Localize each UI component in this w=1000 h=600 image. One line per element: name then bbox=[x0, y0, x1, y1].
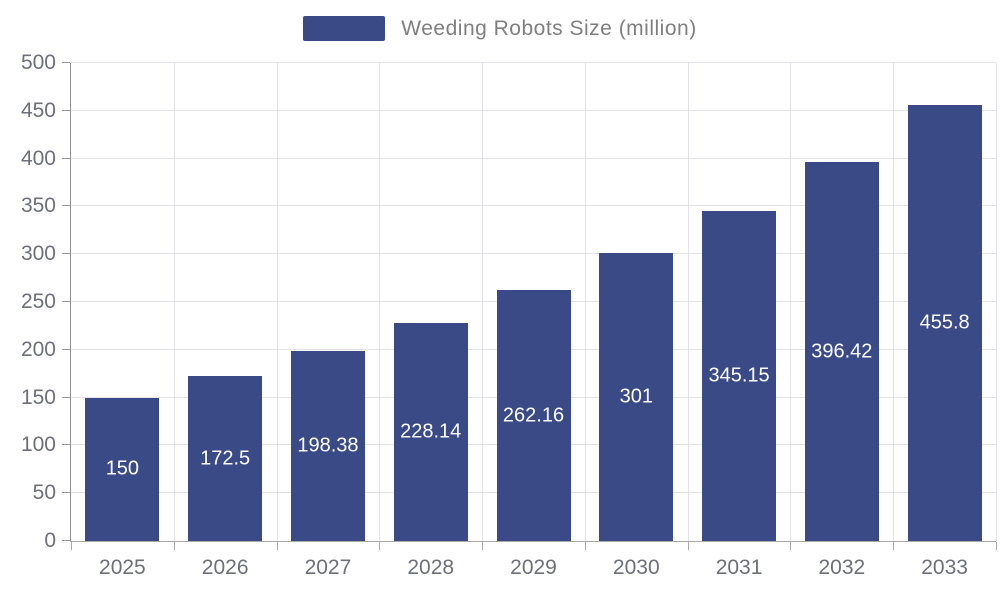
x-axis-label: 2031 bbox=[715, 556, 763, 579]
y-axis-label: 200 bbox=[20, 337, 56, 361]
y-axis-label: 250 bbox=[20, 290, 56, 313]
x-axis-tick bbox=[173, 542, 175, 550]
gridline-horizontal bbox=[71, 109, 996, 111]
y-axis-label: 400 bbox=[20, 146, 56, 170]
x-axis-tick bbox=[71, 542, 72, 550]
bar-2029[interactable]: 262.16 bbox=[496, 290, 571, 541]
gridline-vertical bbox=[996, 63, 997, 541]
y-axis-label: 350 bbox=[20, 194, 56, 218]
y-axis-label: 0 bbox=[44, 529, 56, 552]
x-axis-label: 2030 bbox=[612, 556, 660, 579]
x-axis-tick bbox=[893, 542, 895, 550]
bar-2031[interactable]: 345.15 bbox=[702, 211, 777, 541]
gridline-horizontal bbox=[71, 62, 996, 63]
x-axis-tick bbox=[379, 542, 381, 550]
legend-swatch bbox=[303, 16, 386, 41]
x-axis-tick bbox=[482, 542, 484, 550]
gridline-horizontal bbox=[71, 205, 996, 207]
gridline-vertical bbox=[482, 63, 484, 541]
y-axis-tick bbox=[62, 492, 70, 494]
bar-2025[interactable]: 150 bbox=[85, 397, 160, 541]
gridline-vertical bbox=[687, 63, 689, 541]
gridline-vertical bbox=[379, 63, 381, 541]
bar-2030[interactable]: 301 bbox=[599, 253, 674, 541]
gridline-horizontal bbox=[71, 253, 996, 255]
x-axis-tick bbox=[790, 542, 792, 550]
bar-value-label: 172.5 bbox=[200, 447, 251, 470]
bar-2026[interactable]: 172.5 bbox=[188, 376, 263, 541]
bar-value-label: 455.8 bbox=[919, 311, 970, 334]
bar-value-label: 228.14 bbox=[400, 420, 462, 443]
plot-area: 0 50 100 150 200 250 300 350 400 450 500 150 2025 172… bbox=[21, 51, 997, 579]
y-axis-tick bbox=[62, 540, 70, 541]
x-axis-tick bbox=[584, 542, 586, 550]
gridline-vertical bbox=[790, 63, 792, 541]
gridline-vertical bbox=[276, 63, 278, 541]
y-axis-tick bbox=[62, 109, 70, 111]
x-axis-label: 2029 bbox=[510, 556, 557, 579]
y-axis-label: 500 bbox=[20, 51, 56, 74]
bar-2032[interactable]: 396.42 bbox=[804, 162, 879, 541]
bar-value-label: 262.16 bbox=[502, 404, 565, 427]
y-axis-tick bbox=[62, 301, 70, 302]
y-axis-label: 150 bbox=[20, 385, 56, 409]
bar-2033[interactable]: 455.8 bbox=[907, 105, 982, 541]
x-axis-tick bbox=[996, 542, 997, 550]
bar-value-label: 150 bbox=[105, 457, 140, 480]
x-axis-label: 2025 bbox=[99, 556, 146, 579]
y-axis-label: 450 bbox=[20, 98, 56, 122]
y-axis-tick bbox=[62, 444, 70, 446]
x-axis-label: 2026 bbox=[201, 556, 249, 579]
x-axis-label: 2033 bbox=[921, 556, 968, 579]
y-axis-tick bbox=[62, 396, 70, 398]
x-axis-tick bbox=[276, 542, 278, 550]
gridline-vertical bbox=[584, 63, 586, 541]
x-axis-label: 2032 bbox=[818, 556, 866, 579]
x-axis-tick bbox=[687, 542, 689, 550]
x-axis-label: 2028 bbox=[407, 556, 455, 579]
y-axis-label: 100 bbox=[20, 433, 56, 457]
bar-value-label: 198.38 bbox=[297, 434, 359, 457]
gridline-vertical bbox=[893, 63, 895, 541]
y-axis-tick bbox=[62, 62, 70, 63]
bar-value-label: 396.42 bbox=[811, 340, 873, 363]
legend[interactable]: Weeding Robots Size (million) bbox=[0, 16, 1000, 41]
bar-2028[interactable]: 228.14 bbox=[393, 322, 468, 541]
y-axis-tick bbox=[62, 157, 70, 159]
y-axis-label: 300 bbox=[20, 242, 56, 266]
legend-label: Weeding Robots Size (million) bbox=[401, 16, 697, 40]
bar-value-label: 301 bbox=[619, 385, 653, 408]
gridline-vertical bbox=[173, 63, 175, 541]
gridline-horizontal bbox=[71, 157, 996, 159]
x-axis-label: 2027 bbox=[304, 556, 352, 579]
y-axis-tick bbox=[62, 348, 70, 350]
y-axis-tick bbox=[62, 205, 70, 207]
bar-2027[interactable]: 198.38 bbox=[290, 351, 365, 541]
y-axis-tick bbox=[62, 253, 70, 255]
bar-value-label: 345.15 bbox=[708, 364, 770, 387]
y-axis-label: 50 bbox=[32, 481, 56, 505]
